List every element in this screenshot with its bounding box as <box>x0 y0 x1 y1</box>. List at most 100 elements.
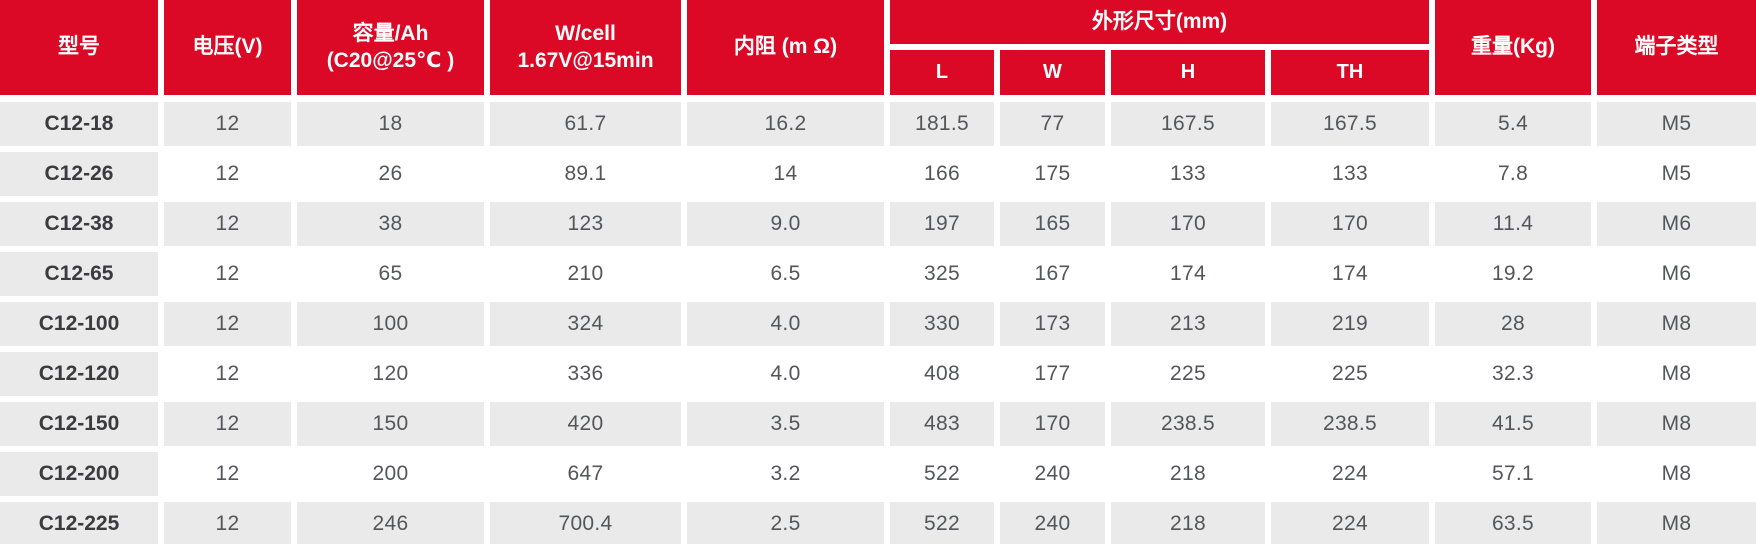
model-cell: C12-150 <box>0 402 158 446</box>
header-wcell: W/cell 1.67V@15min <box>490 0 681 95</box>
capacity-cell: 120 <box>297 352 484 396</box>
voltage-cell: 12 <box>164 452 291 496</box>
terminal-cell: M5 <box>1597 152 1756 196</box>
capacity-cell: 246 <box>297 502 484 544</box>
weight-cell: 57.1 <box>1435 452 1591 496</box>
header-weight: 重量(Kg) <box>1435 0 1591 95</box>
w-cell: 77 <box>1000 102 1105 146</box>
th-cell: 167.5 <box>1271 102 1429 146</box>
l-cell: 522 <box>890 452 994 496</box>
header-capacity-line2: (C20@25℃ ) <box>326 48 455 72</box>
weight-cell: 32.3 <box>1435 352 1591 396</box>
model-cell: C12-120 <box>0 352 158 396</box>
terminal-cell: M8 <box>1597 302 1756 346</box>
resistance-cell: 3.2 <box>687 452 884 496</box>
wcell-cell: 324 <box>490 302 681 346</box>
th-cell: 224 <box>1271 502 1429 544</box>
l-cell: 408 <box>890 352 994 396</box>
table-row: C12-100 12 100 324 4.0 330 173 213 219 28 M8 <box>0 302 1756 346</box>
header-capacity-line1: 容量/Ah <box>352 22 429 46</box>
th-cell: 170 <box>1271 202 1429 246</box>
l-cell: 197 <box>890 202 994 246</box>
resistance-cell: 3.5 <box>687 402 884 446</box>
capacity-cell: 26 <box>297 152 484 196</box>
header-dimensions-group: 外形尺寸(mm) <box>890 0 1429 44</box>
wcell-cell: 89.1 <box>490 152 681 196</box>
wcell-cell: 336 <box>490 352 681 396</box>
model-cell: C12-100 <box>0 302 158 346</box>
weight-cell: 5.4 <box>1435 102 1591 146</box>
l-cell: 330 <box>890 302 994 346</box>
wcell-cell: 647 <box>490 452 681 496</box>
resistance-cell: 9.0 <box>687 202 884 246</box>
th-cell: 133 <box>1271 152 1429 196</box>
header-capacity: 容量/Ah (C20@25℃ ) <box>297 0 484 95</box>
weight-cell: 19.2 <box>1435 252 1591 296</box>
h-cell: 170 <box>1111 202 1265 246</box>
terminal-cell: M8 <box>1597 502 1756 544</box>
header-model-label: 型号 <box>58 35 100 59</box>
model-cell: C12-38 <box>0 202 158 246</box>
wcell-cell: 61.7 <box>490 102 681 146</box>
table-row: C12-38 12 38 123 9.0 197 165 170 170 11.4 M6 <box>0 202 1756 246</box>
terminal-cell: M5 <box>1597 102 1756 146</box>
terminal-cell: M6 <box>1597 202 1756 246</box>
header-dim-l: L <box>890 50 994 95</box>
header-dim-th-label: TH <box>1336 61 1364 83</box>
voltage-cell: 12 <box>164 302 291 346</box>
l-cell: 166 <box>890 152 994 196</box>
capacity-cell: 38 <box>297 202 484 246</box>
h-cell: 218 <box>1111 502 1265 544</box>
h-cell: 225 <box>1111 352 1265 396</box>
w-cell: 170 <box>1000 402 1105 446</box>
header-dim-l-label: L <box>935 61 949 83</box>
weight-cell: 7.8 <box>1435 152 1591 196</box>
header-dim-h-label: H <box>1180 61 1196 83</box>
terminal-cell: M8 <box>1597 402 1756 446</box>
table-row: C12-26 12 26 89.1 14 166 175 133 133 7.8 M5 <box>0 152 1756 196</box>
table-row: C12-65 12 65 210 6.5 325 167 174 174 19.2 M6 <box>0 252 1756 296</box>
l-cell: 325 <box>890 252 994 296</box>
w-cell: 177 <box>1000 352 1105 396</box>
model-cell: C12-65 <box>0 252 158 296</box>
h-cell: 218 <box>1111 452 1265 496</box>
header-voltage-label: 电压(V) <box>192 35 263 59</box>
l-cell: 483 <box>890 402 994 446</box>
model-cell: C12-18 <box>0 102 158 146</box>
th-cell: 174 <box>1271 252 1429 296</box>
capacity-cell: 150 <box>297 402 484 446</box>
model-cell: C12-26 <box>0 152 158 196</box>
wcell-cell: 420 <box>490 402 681 446</box>
header-terminal: 端子类型 <box>1597 0 1756 95</box>
table-row: C12-200 12 200 647 3.2 522 240 218 224 57.1 M8 <box>0 452 1756 496</box>
table-header: 型号 电压(V) 容量/Ah (C20@25℃ ) W/cell 1.67V@1… <box>0 0 1756 95</box>
header-model: 型号 <box>0 0 158 95</box>
h-cell: 174 <box>1111 252 1265 296</box>
th-cell: 224 <box>1271 452 1429 496</box>
header-dim-h: H <box>1111 50 1265 95</box>
voltage-cell: 12 <box>164 502 291 544</box>
resistance-cell: 16.2 <box>687 102 884 146</box>
header-dim-w-label: W <box>1043 61 1062 83</box>
table-row: C12-150 12 150 420 3.5 483 170 238.5 238.5 41.5 M8 <box>0 402 1756 446</box>
voltage-cell: 12 <box>164 152 291 196</box>
terminal-cell: M8 <box>1597 352 1756 396</box>
table-row: C12-225 12 246 700.4 2.5 522 240 218 224 63.5 M8 <box>0 502 1756 544</box>
w-cell: 240 <box>1000 452 1105 496</box>
w-cell: 240 <box>1000 502 1105 544</box>
resistance-cell: 4.0 <box>687 302 884 346</box>
voltage-cell: 12 <box>164 352 291 396</box>
wcell-cell: 700.4 <box>490 502 681 544</box>
l-cell: 522 <box>890 502 994 544</box>
h-cell: 238.5 <box>1111 402 1265 446</box>
h-cell: 213 <box>1111 302 1265 346</box>
capacity-cell: 18 <box>297 102 484 146</box>
weight-cell: 41.5 <box>1435 402 1591 446</box>
voltage-cell: 12 <box>164 402 291 446</box>
voltage-cell: 12 <box>164 102 291 146</box>
header-wcell-line2: 1.67V@15min <box>517 48 654 72</box>
table-row: C12-120 12 120 336 4.0 408 177 225 225 32.3 M8 <box>0 352 1756 396</box>
resistance-cell: 4.0 <box>687 352 884 396</box>
model-cell: C12-200 <box>0 452 158 496</box>
header-weight-label: 重量(Kg) <box>1471 35 1555 59</box>
